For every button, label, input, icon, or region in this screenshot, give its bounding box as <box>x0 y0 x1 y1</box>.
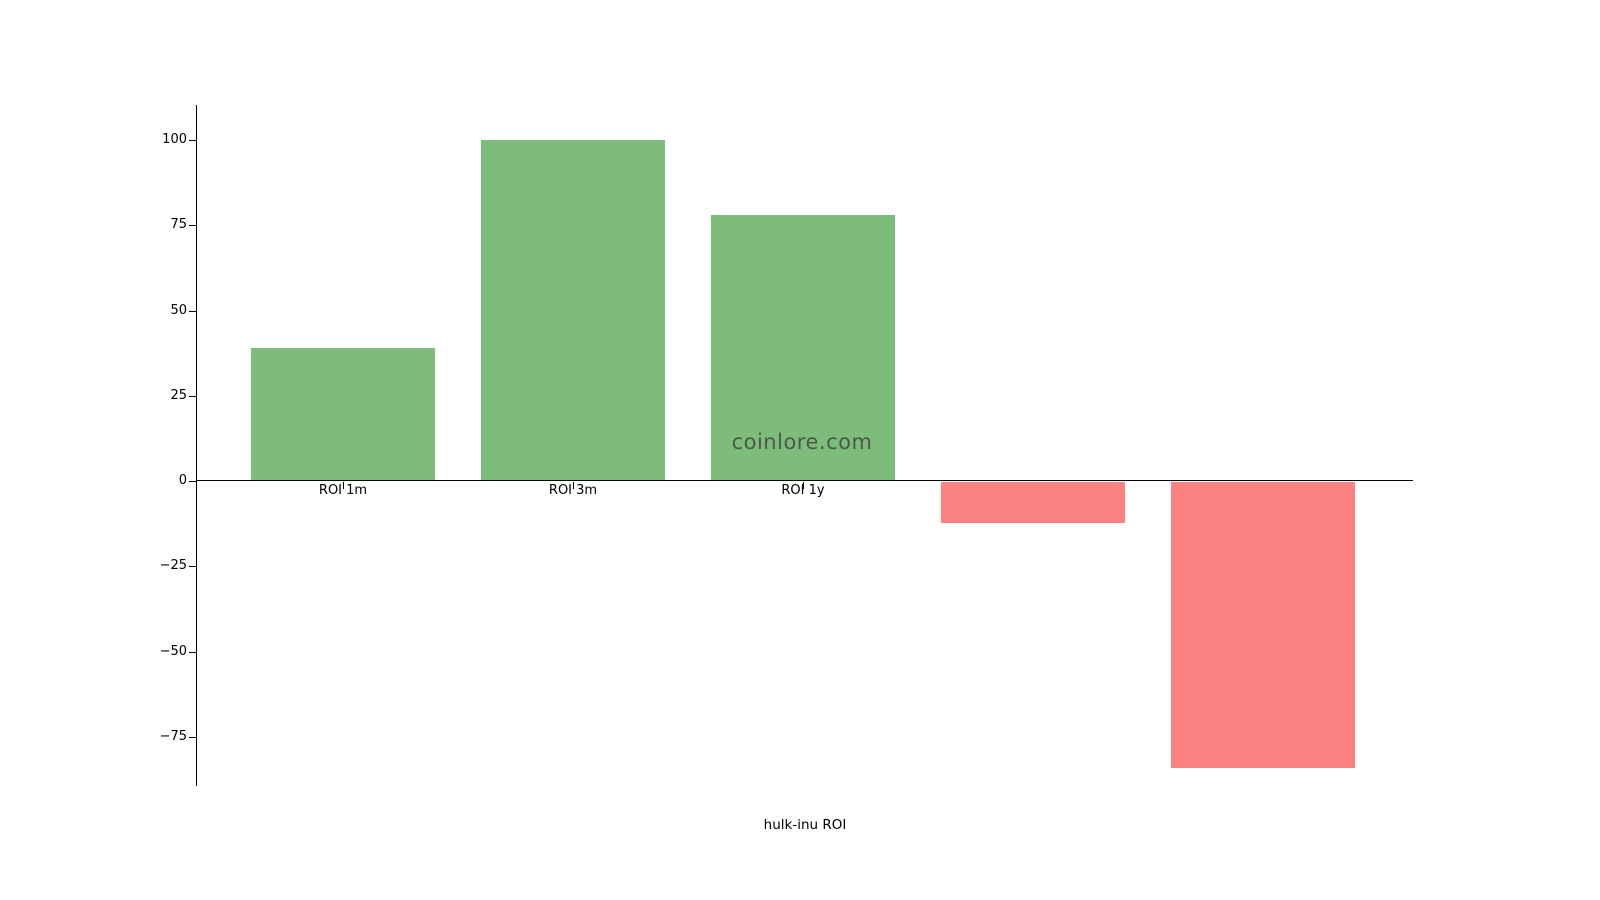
y-axis-tick-label: −75 <box>159 728 187 744</box>
y-axis-tick-label: 0 <box>178 473 187 488</box>
x-axis-tick <box>573 482 574 489</box>
y-axis-tick <box>189 566 196 568</box>
y-axis-tick <box>189 395 196 397</box>
y-axis-tick-label: 100 <box>162 132 187 147</box>
x-axis-tick-label: ROI 3m <box>548 483 598 498</box>
bar-roi-3m <box>481 140 665 481</box>
y-axis-spine <box>196 105 197 786</box>
x-axis-tick <box>803 482 804 489</box>
y-axis-tick-label: −25 <box>159 558 187 574</box>
y-axis-tick-label: 25 <box>170 387 187 403</box>
y-axis-tick-label: 50 <box>170 302 187 318</box>
y-axis-tick <box>189 736 196 738</box>
y-axis-tick <box>189 225 196 227</box>
y-axis-tick <box>189 140 196 141</box>
watermark: coinlore.com <box>731 430 873 454</box>
x-axis-tick-label: ROI 1y <box>781 483 825 498</box>
bar-roi-1y <box>711 215 895 481</box>
x-axis-tick <box>343 482 344 489</box>
bar-roi-1m <box>251 348 435 481</box>
y-axis-tick-label: 75 <box>170 217 187 233</box>
bar-unlabeled-5 <box>1171 482 1355 769</box>
x-axis-tick-label: ROI 1m <box>318 483 368 498</box>
x-axis-line <box>196 480 1413 481</box>
y-axis-tick <box>189 310 196 312</box>
y-axis-tick <box>189 651 196 653</box>
bar-unlabeled-4 <box>941 482 1125 523</box>
y-axis-tick <box>189 481 196 482</box>
y-axis-tick-label: −50 <box>159 643 187 659</box>
x-axis-title: hulk-inu ROI <box>763 817 847 833</box>
